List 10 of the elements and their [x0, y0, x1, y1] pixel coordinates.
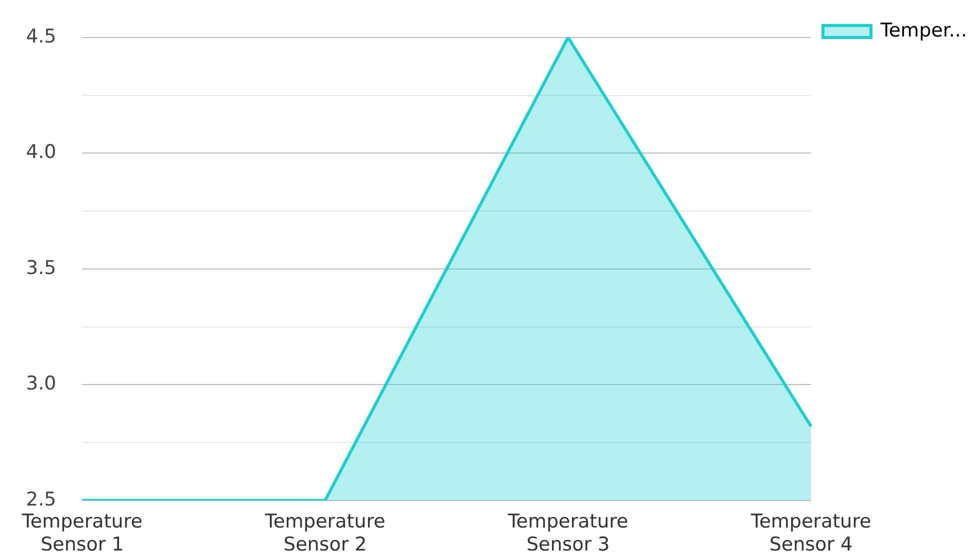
- y-tick-label: 2.5: [26, 488, 56, 510]
- y-tick-label: 3.5: [26, 256, 56, 279]
- x-tick-label: Temperature Sensor 4: [750, 510, 872, 556]
- legend-label: Temper...: [879, 19, 968, 42]
- x-tick-label: Temperature Sensor 1: [21, 510, 142, 556]
- y-tick-label: 3.0: [26, 372, 56, 395]
- x-tick-label: Temperature Sensor 2: [264, 510, 386, 556]
- y-tick-label: 4.0: [26, 141, 56, 164]
- x-tick-label: Temperature Sensor 3: [506, 510, 628, 556]
- y-tick-label: 4.5: [26, 25, 56, 48]
